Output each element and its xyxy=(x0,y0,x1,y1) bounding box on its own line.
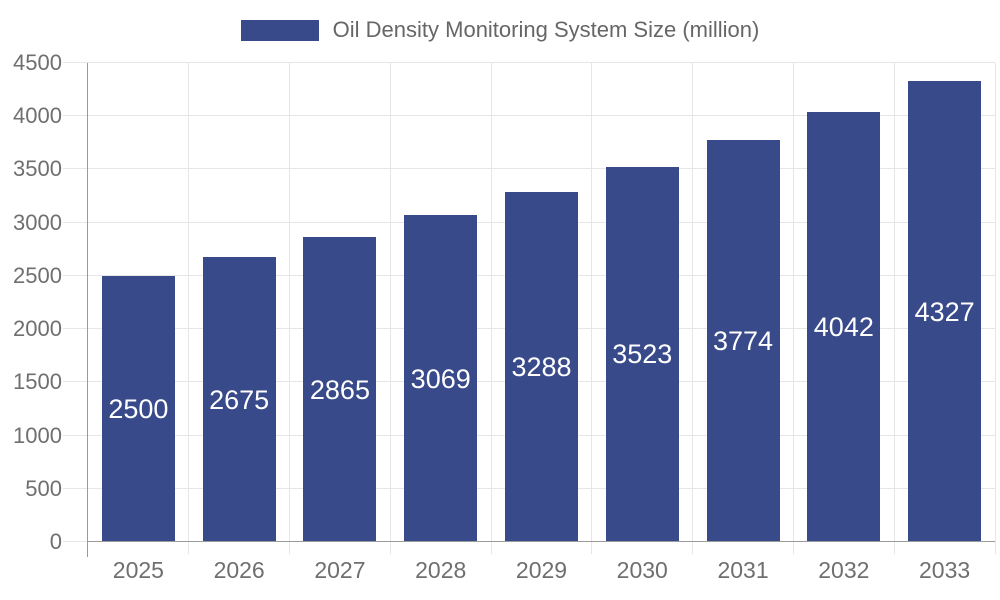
bar-value-label: 3288 xyxy=(511,351,572,382)
y-axis-label: 4500 xyxy=(13,50,62,75)
x-gridline xyxy=(490,63,492,554)
y-tick-zero xyxy=(63,541,88,542)
x-gridline xyxy=(994,63,996,554)
bar-value-label: 3069 xyxy=(410,363,471,394)
bar-value-label: 2500 xyxy=(108,393,169,424)
y-gridline xyxy=(63,168,995,170)
legend[interactable]: Oil Density Monitoring System Size (mill… xyxy=(0,17,1000,43)
bar-value-label: 2865 xyxy=(309,374,370,405)
y-axis-label: 500 xyxy=(25,475,62,501)
x-axis-label: 2031 xyxy=(717,557,769,583)
bar-2028[interactable]: 3069 xyxy=(404,215,478,542)
legend-swatch xyxy=(240,19,319,41)
x-gridline xyxy=(289,63,291,554)
bar-2030[interactable]: 3523 xyxy=(605,166,679,542)
x-gridline xyxy=(591,63,593,554)
y-axis-label: 4000 xyxy=(13,103,62,129)
bar-value-label: 4042 xyxy=(813,311,874,342)
x-gridline xyxy=(389,63,391,554)
x-axis-line xyxy=(87,541,995,542)
x-gridline xyxy=(188,63,190,554)
y-axis-label: 3500 xyxy=(13,156,62,182)
x-gridline xyxy=(792,63,794,554)
x-axis-label: 2027 xyxy=(314,557,366,583)
bar-2033[interactable]: 4327 xyxy=(908,81,982,542)
y-axis-label: 1000 xyxy=(13,422,62,448)
x-gridline xyxy=(692,63,694,554)
y-axis-label: 1500 xyxy=(13,369,62,395)
y-axis-label: 3000 xyxy=(13,209,62,235)
y-gridline xyxy=(63,62,995,63)
bar-2032[interactable]: 4042 xyxy=(807,111,881,542)
y-axis-line xyxy=(87,63,88,557)
bar-value-label: 3523 xyxy=(612,339,673,370)
bar-2025[interactable]: 2500 xyxy=(101,275,175,542)
x-axis-label: 2028 xyxy=(415,557,467,583)
x-axis-label: 2029 xyxy=(515,557,568,583)
y-axis-label: 2500 xyxy=(13,262,62,288)
bar-2031[interactable]: 3774 xyxy=(706,140,780,542)
legend-label: Oil Density Monitoring System Size (mill… xyxy=(332,17,760,42)
x-gridline xyxy=(893,63,895,554)
bar-2027[interactable]: 2865 xyxy=(303,237,377,542)
x-axis-label: 2026 xyxy=(213,557,265,583)
bar-value-label: 3774 xyxy=(713,326,774,357)
y-axis-label: 0 xyxy=(49,529,62,554)
x-axis-label: 2033 xyxy=(919,557,971,583)
x-axis-label: 2025 xyxy=(112,557,164,583)
y-axis-label: 2000 xyxy=(13,316,62,342)
bar-value-label: 2675 xyxy=(209,384,270,415)
bar-2026[interactable]: 2675 xyxy=(202,257,276,542)
bar-value-label: 4327 xyxy=(914,296,975,327)
bar-2029[interactable]: 3288 xyxy=(505,192,578,542)
x-axis-label: 2030 xyxy=(616,557,668,583)
x-axis-label: 2032 xyxy=(818,557,870,583)
y-gridline xyxy=(63,115,995,117)
